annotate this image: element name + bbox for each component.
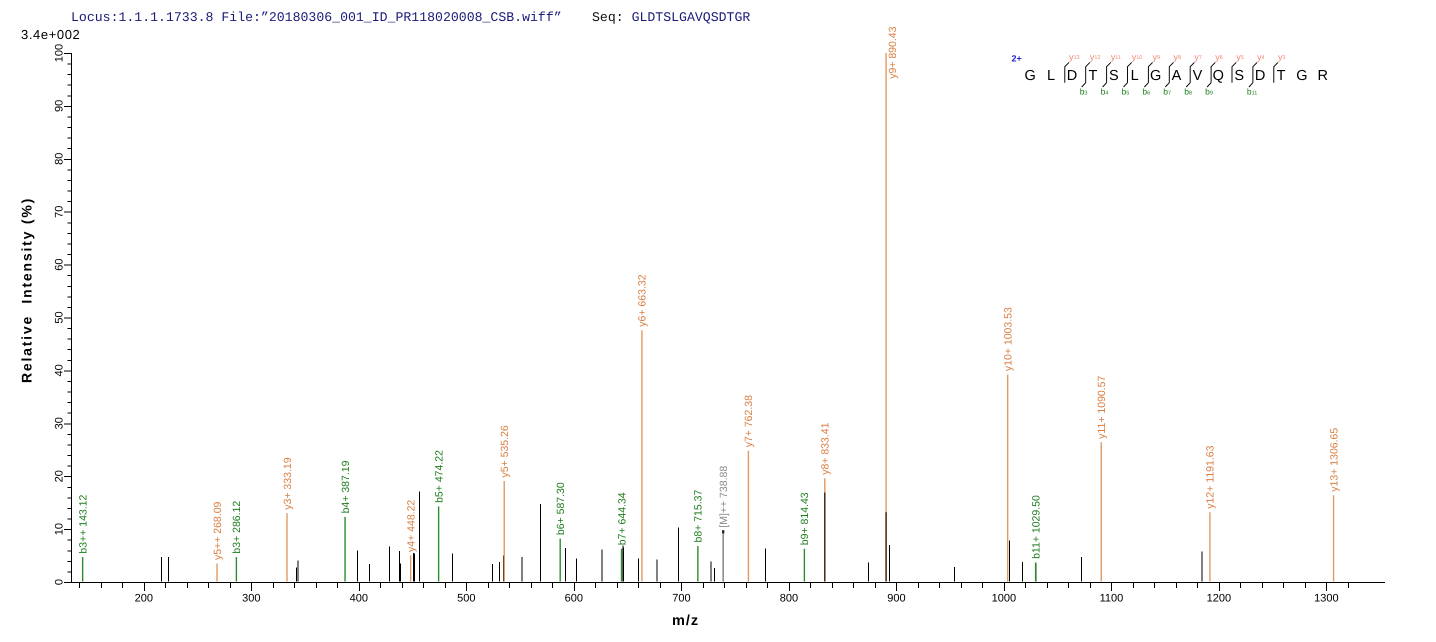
svg-text:b4: b4 xyxy=(1101,87,1109,97)
svg-text:T: T xyxy=(1277,68,1286,84)
svg-text:L: L xyxy=(1047,68,1055,84)
svg-text:80: 80 xyxy=(54,153,66,165)
svg-text:L: L xyxy=(1131,68,1139,84)
svg-text:[M]++ 738.88: [M]++ 738.88 xyxy=(718,466,730,528)
svg-text:20: 20 xyxy=(54,470,66,482)
svg-text:y12: y12 xyxy=(1090,52,1101,62)
svg-text:90: 90 xyxy=(54,100,66,112)
svg-text:b5: b5 xyxy=(1122,87,1130,97)
svg-text:y4+ 448.22: y4+ 448.22 xyxy=(405,500,417,552)
svg-text:1200: 1200 xyxy=(1207,593,1231,605)
svg-text:600: 600 xyxy=(565,593,583,605)
svg-text:300: 300 xyxy=(242,593,260,605)
svg-text:y10: y10 xyxy=(1132,52,1143,62)
svg-text:b7+ 644.34: b7+ 644.34 xyxy=(616,492,628,545)
svg-text:800: 800 xyxy=(780,593,798,605)
svg-text:y8+ 833.41: y8+ 833.41 xyxy=(820,422,832,474)
svg-text:b6: b6 xyxy=(1142,87,1150,97)
svg-text:A: A xyxy=(1172,68,1182,84)
svg-text:y5++ 268.09: y5++ 268.09 xyxy=(212,501,224,560)
svg-text:1100: 1100 xyxy=(1100,593,1124,605)
svg-text:y9+ 890.43: y9+ 890.43 xyxy=(887,26,899,78)
svg-text:100: 100 xyxy=(54,44,66,62)
svg-text:y10+ 1003.53: y10+ 1003.53 xyxy=(1002,307,1014,371)
svg-text:40: 40 xyxy=(54,364,66,376)
svg-text:b11: b11 xyxy=(1247,87,1257,97)
svg-text:b9: b9 xyxy=(1205,87,1213,97)
svg-text:b8: b8 xyxy=(1184,87,1192,97)
svg-text:G: G xyxy=(1025,68,1036,84)
svg-text:y6: y6 xyxy=(1215,52,1223,62)
svg-text:V: V xyxy=(1193,68,1203,84)
svg-text:b11+ 1029.50: b11+ 1029.50 xyxy=(1030,495,1042,559)
svg-text:S: S xyxy=(1109,68,1119,84)
svg-text:Relative Intensity (%): Relative Intensity (%) xyxy=(19,197,35,383)
svg-text:b3: b3 xyxy=(1080,87,1088,97)
svg-text:10: 10 xyxy=(54,523,66,535)
svg-text:b8+ 715.37: b8+ 715.37 xyxy=(693,489,705,542)
svg-text:y3+ 333.19: y3+ 333.19 xyxy=(282,457,294,509)
svg-text:y7: y7 xyxy=(1194,52,1202,62)
svg-text:y8: y8 xyxy=(1174,52,1182,62)
svg-text:b9+ 814.43: b9+ 814.43 xyxy=(799,492,811,545)
svg-text:900: 900 xyxy=(887,593,905,605)
svg-text:30: 30 xyxy=(54,417,66,429)
svg-text:y13+ 1306.65: y13+ 1306.65 xyxy=(1328,428,1340,492)
svg-text:y5: y5 xyxy=(1236,52,1244,62)
svg-text:1300: 1300 xyxy=(1314,593,1338,605)
svg-text:1000: 1000 xyxy=(992,593,1016,605)
svg-text:0: 0 xyxy=(54,579,66,585)
svg-text:2+: 2+ xyxy=(1012,53,1022,63)
svg-text:y11+ 1090.57: y11+ 1090.57 xyxy=(1096,375,1108,438)
svg-text:y11: y11 xyxy=(1111,52,1121,62)
svg-text:y6+ 663.32: y6+ 663.32 xyxy=(637,274,649,326)
svg-text:700: 700 xyxy=(672,593,690,605)
svg-text:y3: y3 xyxy=(1278,52,1286,62)
svg-text:G: G xyxy=(1296,68,1307,84)
svg-text:m/z: m/z xyxy=(672,613,699,629)
svg-text:400: 400 xyxy=(350,593,368,605)
svg-text:60: 60 xyxy=(54,258,66,270)
svg-text:T: T xyxy=(1088,68,1097,84)
svg-text:b7: b7 xyxy=(1163,87,1171,97)
svg-text:70: 70 xyxy=(54,206,66,218)
svg-text:Q: Q xyxy=(1213,68,1224,84)
svg-text:y7+ 762.38: y7+ 762.38 xyxy=(743,395,755,447)
svg-text:b6+ 587.30: b6+ 587.30 xyxy=(555,482,567,535)
svg-text:D: D xyxy=(1255,68,1265,84)
svg-text:500: 500 xyxy=(457,593,475,605)
svg-text:y13: y13 xyxy=(1069,52,1080,62)
svg-text:y5+ 535.26: y5+ 535.26 xyxy=(499,425,511,477)
svg-text:50: 50 xyxy=(54,311,66,323)
svg-text:200: 200 xyxy=(135,593,153,605)
svg-text:b5+ 474.22: b5+ 474.22 xyxy=(433,450,445,503)
svg-text:y12+ 1191.63: y12+ 1191.63 xyxy=(1205,445,1217,508)
svg-text:S: S xyxy=(1234,68,1244,84)
svg-text:G: G xyxy=(1150,68,1161,84)
svg-text:y9: y9 xyxy=(1153,52,1161,62)
svg-text:y4: y4 xyxy=(1257,52,1265,62)
svg-text:b4+ 387.19: b4+ 387.19 xyxy=(340,460,352,513)
svg-text:R: R xyxy=(1318,68,1328,84)
svg-text:b3++ 143.12: b3++ 143.12 xyxy=(77,494,89,553)
svg-text:b3+ 286.12: b3+ 286.12 xyxy=(231,501,243,554)
svg-text:D: D xyxy=(1067,68,1077,84)
